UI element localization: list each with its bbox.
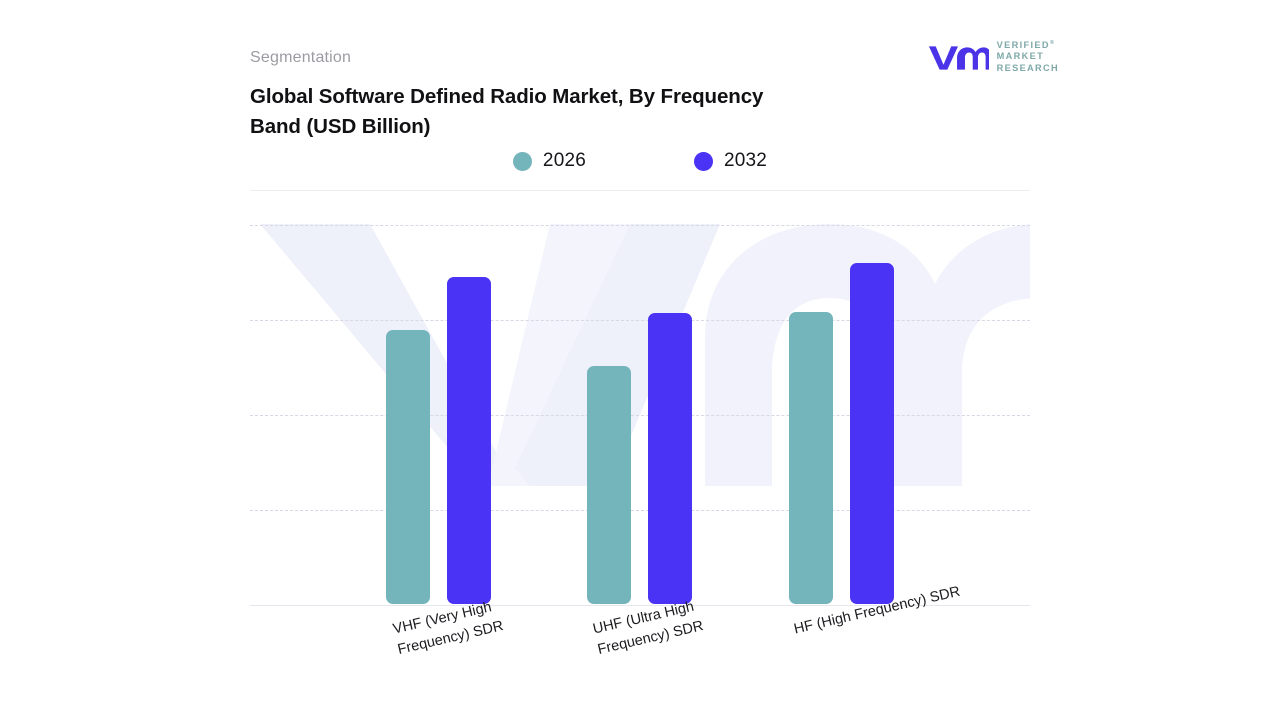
- chart-plot-area: [250, 210, 1030, 606]
- chart-bars: [250, 210, 1030, 605]
- brand-line-verified: VERIFIED®: [996, 40, 1054, 51]
- circle-marker-icon: [694, 151, 713, 171]
- segmentation-kicker: Segmentation: [250, 49, 352, 66]
- brand-wordmark: VERIFIED® MARKET RESEARCH: [997, 40, 1059, 74]
- x-axis-label-vhf: VHF (Very High Frequency) SDR: [391, 599, 505, 658]
- x-axis-label-uhf: UHF (Ultra High Frequency) SDR: [591, 598, 705, 658]
- bar-vhf-2026[interactable]: [386, 330, 430, 604]
- brand-line-market: MARKET: [996, 51, 1045, 62]
- legend-item-2026[interactable]: 2026: [512, 150, 586, 172]
- x-axis-line: [250, 605, 1030, 606]
- x-axis-labels: VHF (Very High Frequency) SDR UHF (Ultra…: [250, 584, 1030, 716]
- bar-uhf-2026[interactable]: [587, 366, 631, 604]
- circle-marker-icon: [512, 151, 532, 171]
- header-divider: [250, 190, 1030, 191]
- bar-uhf-2032[interactable]: [648, 313, 692, 604]
- bar-vhf-2032[interactable]: [447, 277, 491, 604]
- brand-logo: VERIFIED® MARKET RESEARCH: [927, 40, 1059, 74]
- page-title: Global Software Defined Radio Market, By…: [250, 85, 764, 138]
- vmr-logo-icon: [927, 42, 989, 72]
- brand-line-research: RESEARCH: [996, 62, 1059, 73]
- legend-label: 2032: [724, 150, 768, 171]
- legend-label: 2026: [542, 150, 586, 171]
- bar-hf-2032[interactable]: [850, 263, 894, 604]
- legend-item-2032[interactable]: 2032: [694, 150, 767, 172]
- bar-hf-2026[interactable]: [789, 312, 833, 604]
- chart-legend: 2026 2032: [250, 150, 1030, 172]
- registered-mark-icon: ®: [1049, 40, 1054, 46]
